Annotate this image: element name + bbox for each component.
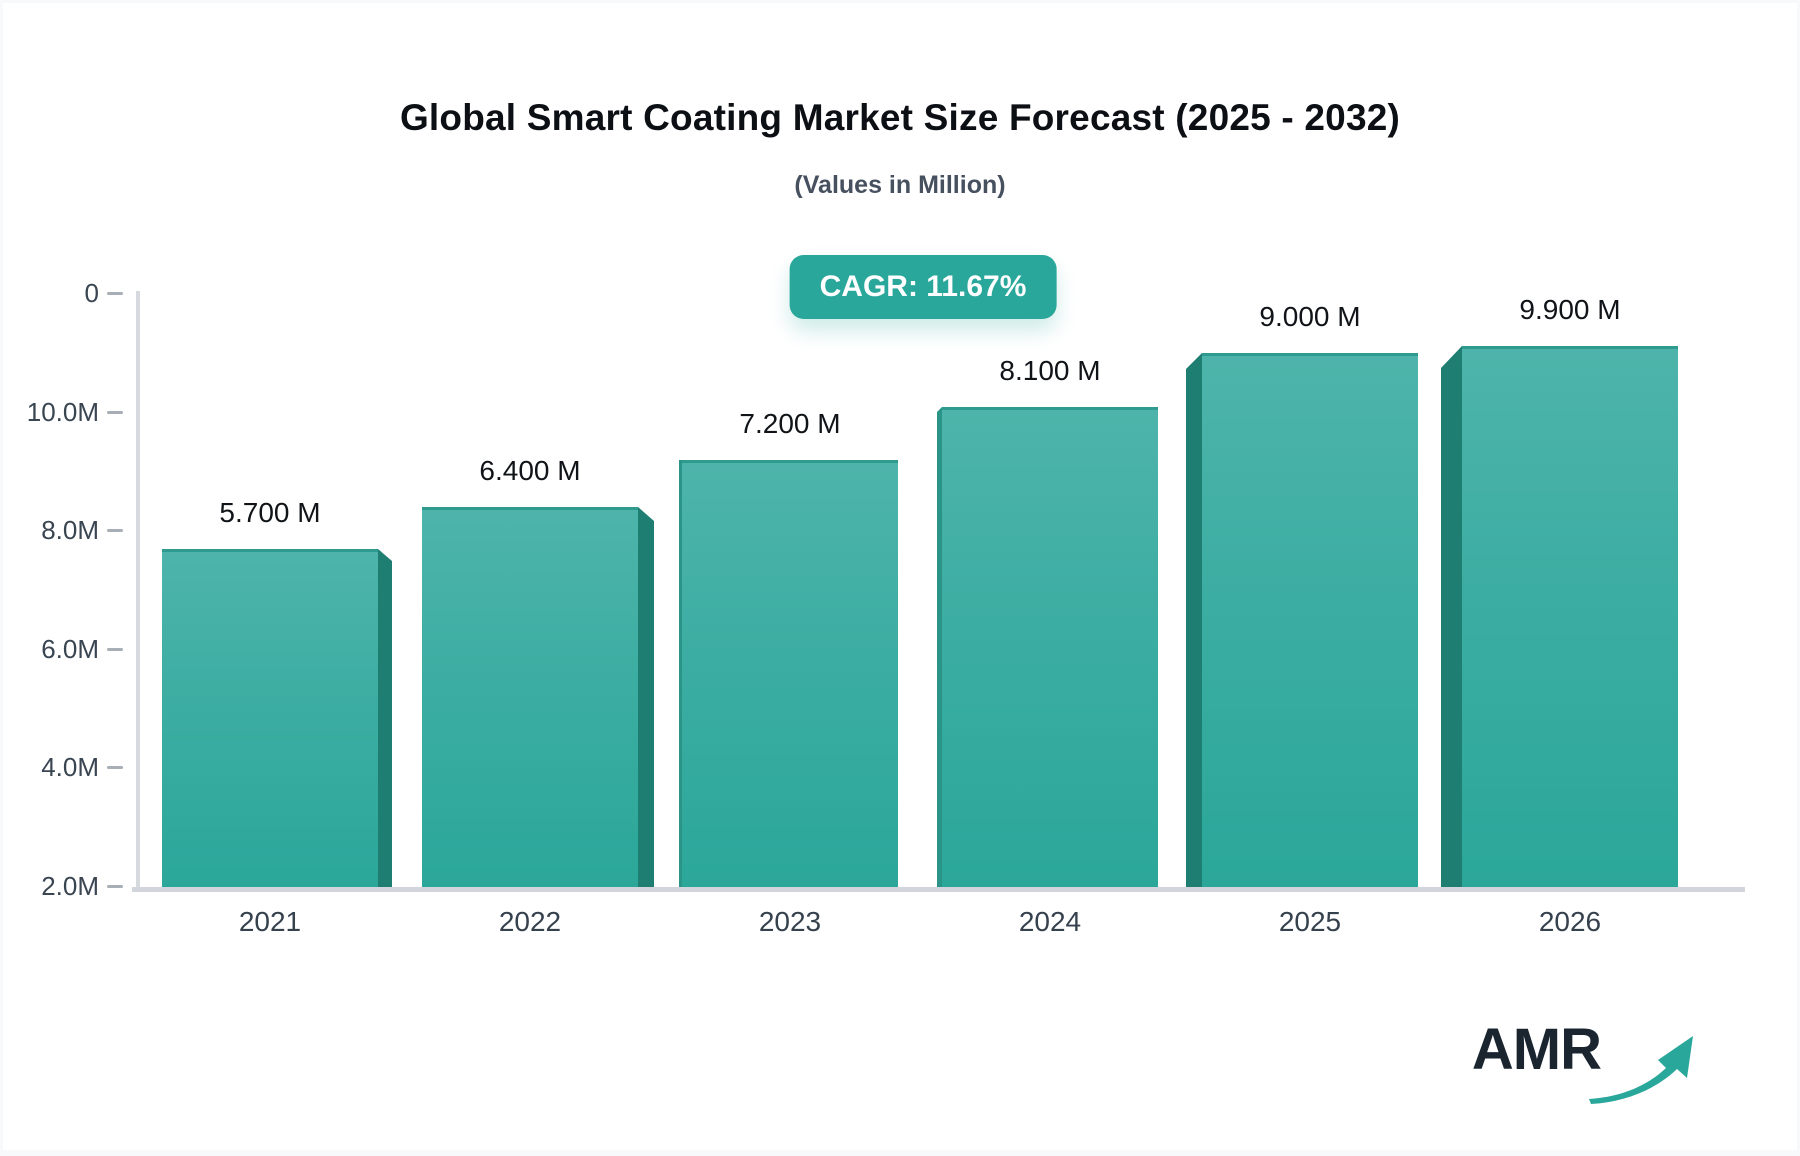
y-axis-line	[136, 291, 140, 891]
bar-face	[682, 460, 898, 887]
bar-column-2025: 9.000 M	[1180, 294, 1440, 887]
bar-2021	[162, 549, 392, 887]
y-tick-label: 8.0M	[41, 515, 99, 545]
bar-3d-side	[679, 460, 682, 887]
y-tick-mark	[107, 885, 123, 888]
bar-3d-side	[638, 507, 654, 887]
trend-arrow-icon	[1587, 1023, 1699, 1110]
bar-column-2026: 9.900 M	[1440, 294, 1700, 887]
x-tick-label-2025: 2025	[1278, 906, 1342, 937]
bar-2024	[937, 407, 1158, 887]
bar-value-label: 8.100 M	[999, 355, 1101, 386]
cagr-badge: CAGR: 11.67%	[789, 255, 1057, 319]
bar-value-label: 9.000 M	[1259, 301, 1361, 332]
bar-value-label: 9.900 M	[1519, 294, 1621, 325]
x-tick-label-2021: 2021	[238, 906, 302, 937]
amr-logo-text: AMR	[1471, 1017, 1602, 1082]
bar-value-label: 5.700 M	[219, 497, 321, 528]
bar-2022	[422, 507, 654, 887]
y-tick-label: 2.0M	[41, 871, 99, 901]
y-tick-mark	[107, 648, 123, 651]
y-tick-label: 0	[84, 278, 99, 308]
y-tick-mark	[107, 766, 123, 769]
bar-face	[1202, 353, 1418, 887]
bar-value-label: 7.200 M	[739, 408, 841, 439]
bar-value-label: 6.400 M	[479, 455, 581, 486]
bar-3d-side	[937, 407, 942, 887]
y-tick-label: 4.0M	[41, 752, 99, 782]
bar-2025	[1186, 353, 1418, 887]
bar-2023	[679, 460, 898, 887]
y-tick-label: 6.0M	[41, 634, 99, 664]
bar-3d-side	[1441, 346, 1462, 887]
bar-column-2022: 6.400 M	[400, 294, 660, 887]
bar-chart-plot: 10.0M 8.0M 6.0M 4.0M 2.0M 0 5.700 M 6.40…	[3, 278, 1797, 937]
page-title: Global Smart Coating Market Size Forecas…	[399, 97, 1401, 138]
y-tick-label: 10.0M	[26, 397, 99, 427]
y-tick-mark	[107, 292, 123, 295]
x-tick-label-2024: 2024	[1018, 906, 1082, 937]
x-tick-label-2022: 2022	[498, 906, 562, 937]
amr-logo: AMR	[1472, 1021, 1699, 1110]
bar-face	[1462, 346, 1678, 887]
x-tick-label-2023: 2023	[758, 906, 822, 937]
y-tick-mark	[107, 529, 123, 532]
bar-3d-side	[378, 549, 392, 887]
x-tick-label-2026: 2026	[1538, 906, 1602, 937]
x-axis-baseline	[132, 887, 1745, 892]
bar-column-2023: 7.200 M	[660, 294, 920, 887]
bar-face	[162, 549, 378, 887]
bar-3d-side	[1186, 353, 1202, 887]
bar-column-2021: 5.700 M	[140, 294, 400, 887]
bar-face	[942, 407, 1158, 887]
x-axis-labels: 2021 2022 2023 2024 2025 2026	[140, 906, 1700, 938]
y-tick-mark	[107, 411, 123, 414]
bar-columns: 5.700 M 6.400 M 7.200 M 8.100 M	[140, 294, 1700, 887]
bar-column-2024: 8.100 M	[920, 294, 1180, 887]
bar-2026	[1441, 346, 1678, 887]
chart-subtitle: (Values in Million)	[794, 171, 1006, 199]
bar-face	[422, 507, 638, 887]
